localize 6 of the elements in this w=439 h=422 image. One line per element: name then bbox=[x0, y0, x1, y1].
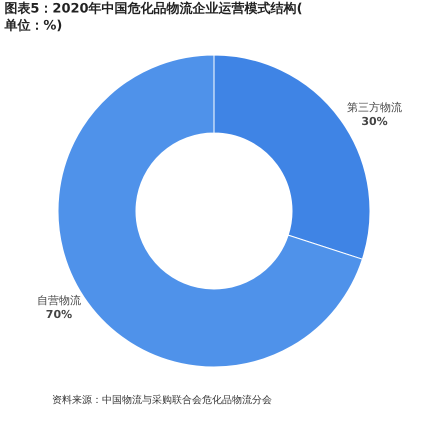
data-label: 30% bbox=[361, 115, 388, 128]
text: 资料来源：中国物流与采购联合会危化品物流分会 bbox=[52, 394, 272, 406]
data-label: 70% bbox=[46, 308, 72, 322]
chart-title: 图表5：2020年中国危化品物流企业运营模式结构(单位：%) bbox=[3, 0, 303, 34]
slice-label: 第三方物流 bbox=[347, 100, 402, 114]
slice-label: 自营物流 bbox=[36, 294, 81, 307]
